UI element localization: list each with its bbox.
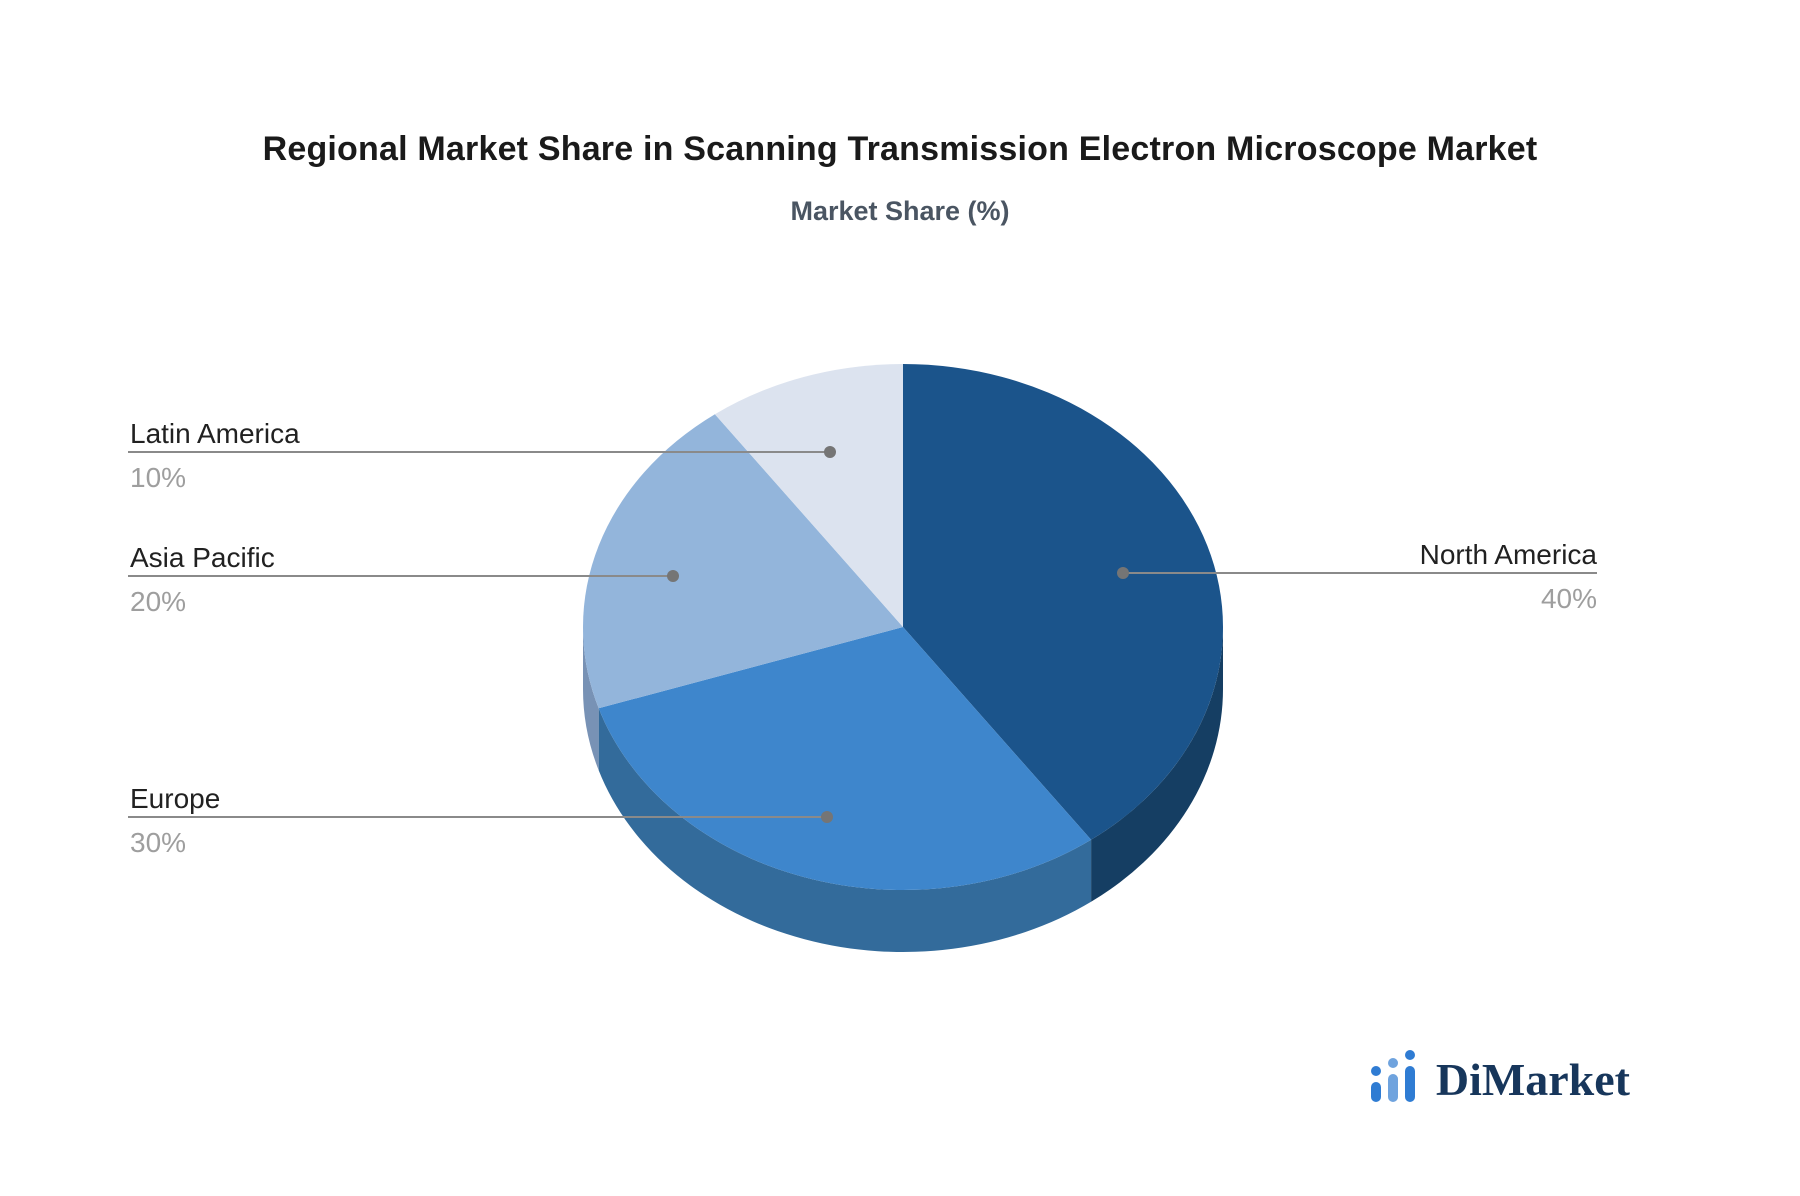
pie-slice-asia-pacific[interactable] (582, 414, 903, 709)
leader-dot-north-america (1117, 567, 1129, 579)
leader-dot-asia-pacific (667, 570, 679, 582)
pie-slice-latin-america[interactable] (714, 364, 903, 627)
chart-title: Regional Market Share in Scanning Transm… (262, 130, 1538, 168)
pie-slice-north-america[interactable] (903, 364, 1223, 840)
leader-dot-europe (821, 811, 833, 823)
pie-slice-side-asia-pacific (583, 627, 599, 771)
pie-slice-side-europe (598, 708, 1092, 953)
brand-logo: DiMarket (1368, 1046, 1630, 1106)
pie-slice-europe[interactable] (598, 627, 1092, 890)
brand-name: DiMarket (1435, 1054, 1630, 1105)
bar-chart-icon (1370, 1050, 1415, 1102)
pie-slice-side-north-america (1091, 627, 1223, 902)
leader-dot-latin-america (824, 446, 836, 458)
chart-subtitle: Market Share (%) (790, 196, 1010, 226)
